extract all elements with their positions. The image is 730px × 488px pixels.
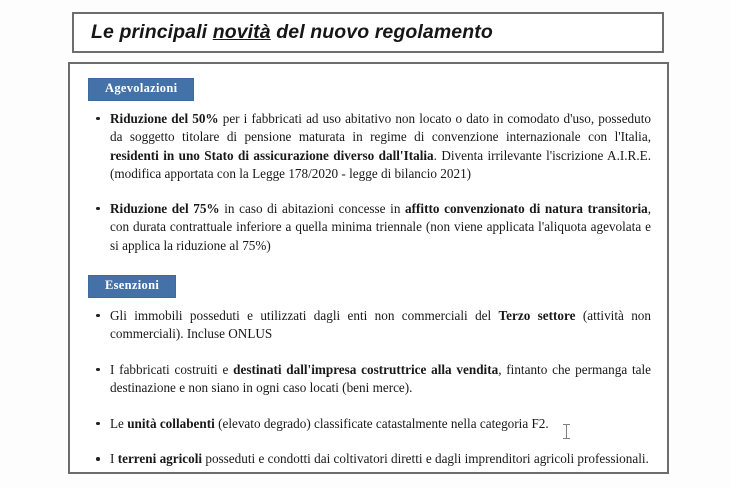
list-item: Le unità collabenti (elevato degrado) cl… [94, 415, 651, 433]
page-title: Le principali novità del nuovo regolamen… [74, 21, 493, 44]
status-badge: Esenzioni [88, 275, 177, 298]
bullet-text-run: per i fabbricati ad uso abitativo non lo… [110, 110, 651, 145]
bullet-bold-run: unità collabenti [127, 415, 215, 431]
bullet-list-esenzioni: Gli immobili posseduti e utilizzati dagl… [86, 307, 651, 469]
bullet-text-run: Gli immobili posseduti e utilizzati dagl… [110, 307, 499, 323]
bullet-text-run: I fabbricati costruiti e [110, 361, 234, 377]
text-cursor [563, 424, 570, 439]
bullet-text-run: posseduti e condotti dai coltivatori dir… [202, 451, 649, 467]
page-title-before: Le principali [91, 21, 213, 43]
list-item: Riduzione del 50% per i fabbricati ad us… [94, 110, 651, 184]
bullet-bold-run: Terzo settore [498, 307, 576, 323]
list-item: I terreni agricoli posseduti e condotti … [94, 450, 651, 468]
list-item: I fabbricati costruiti e destinati dall'… [94, 361, 651, 398]
bullet-text-run: (attività non commerciali). Incluse ONLU… [110, 307, 651, 342]
slide-content-box: Agevolazioni Riduzione del 50% per i fab… [68, 62, 669, 474]
bullet-bold-run: destinati dall'impresa costruttrice alla… [233, 361, 499, 377]
bullet-text-run: I [110, 451, 118, 467]
list-item: Riduzione del 75% in caso di abitazioni … [94, 200, 651, 255]
bullet-bold-run: residenti in uno Stato di assicurazione … [110, 147, 434, 163]
section-header-esenzioni: Esenzioni [88, 275, 651, 298]
status-badge: Agevolazioni [88, 78, 195, 101]
bullet-list-agevolazioni: Riduzione del 50% per i fabbricati ad us… [86, 110, 651, 255]
bullet-bold-run: Riduzione del 50% [110, 110, 219, 126]
page-title-after: del nuovo regolamento [270, 21, 493, 43]
bullet-bold-run: affitto convenzionato di natura transito… [405, 200, 648, 216]
bullet-text-run: , fintanto che permanga tale destinazion… [110, 361, 651, 396]
bullet-text-run: in caso di abitazioni concesse in [219, 200, 406, 216]
list-item: Gli immobili posseduti e utilizzati dagl… [94, 307, 651, 344]
slide-title-box: Le principali novità del nuovo regolamen… [72, 12, 664, 53]
bullet-text-run: . Diventa irrilevante l'iscrizione A.I.R… [110, 147, 651, 182]
bullet-bold-run: Riduzione del 75% [110, 200, 220, 216]
page-title-highlight: novità [212, 21, 271, 43]
bullet-text-run: (elevato degrado) classificate catastalm… [214, 415, 549, 431]
bullet-text-run: , con durata contrattuale inferiore a qu… [110, 200, 651, 253]
bullet-text-run: Le [110, 415, 128, 431]
bullet-bold-run: terreni agricoli [117, 451, 203, 467]
section-header-agevolazioni: Agevolazioni [88, 78, 651, 101]
